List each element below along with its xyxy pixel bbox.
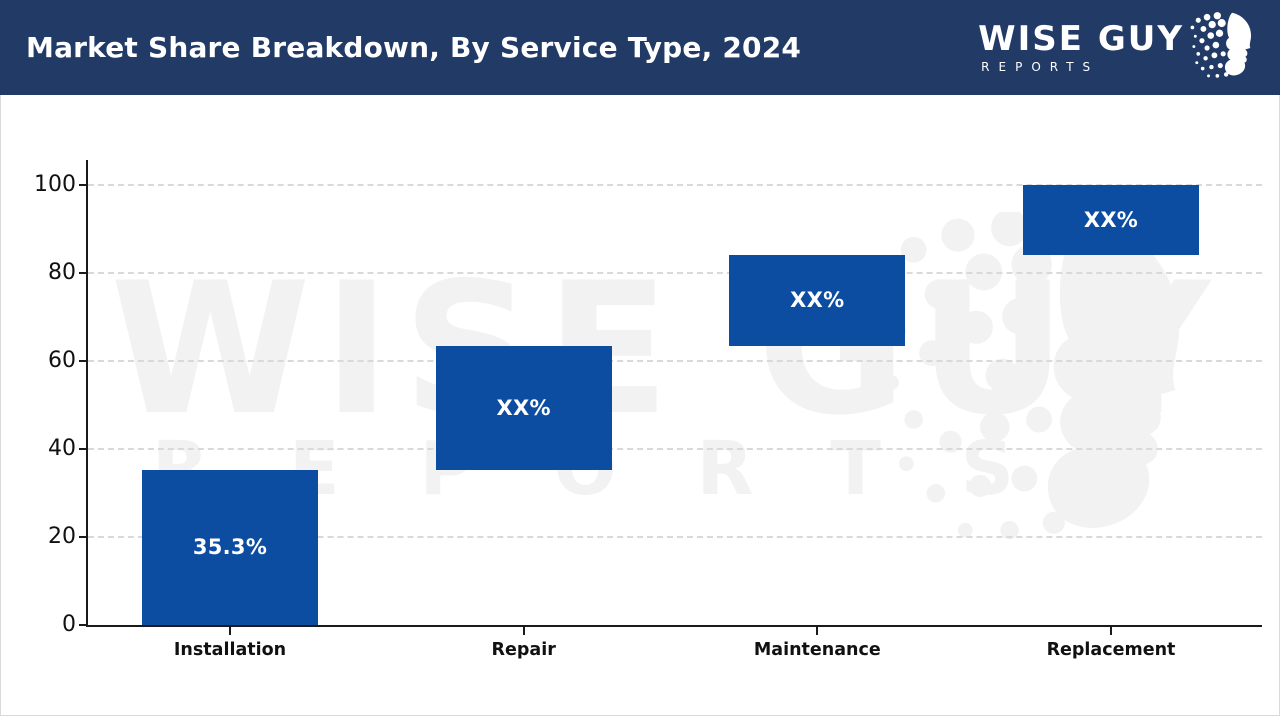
y-axis-label-80: 80 xyxy=(48,260,76,285)
gridline-20 xyxy=(88,536,1262,538)
y-tick-80 xyxy=(79,272,87,274)
gridline-80 xyxy=(88,272,1262,274)
x-tick-replacement xyxy=(1110,627,1112,635)
header-bar: Market Share Breakdown, By Service Type,… xyxy=(0,0,1280,95)
gridline-40 xyxy=(88,448,1262,450)
y-axis-label-20: 20 xyxy=(48,524,76,549)
wiseguy-logo: WISE GUY REPORTS xyxy=(978,11,1254,85)
y-tick-0 xyxy=(79,624,87,626)
gridline-60 xyxy=(88,360,1262,362)
y-tick-60 xyxy=(79,360,87,362)
bar-value-label-maintenance: XX% xyxy=(790,288,845,313)
x-tick-maintenance xyxy=(816,627,819,635)
x-axis-label-installation: Installation xyxy=(173,640,287,660)
bar-installation: 35.3% xyxy=(142,469,318,625)
bar-value-label-repair: XX% xyxy=(496,395,551,420)
y-axis-label-60: 60 xyxy=(48,348,76,373)
page-title: Market Share Breakdown, By Service Type,… xyxy=(26,31,802,64)
logo-text: WISE GUY REPORTS xyxy=(978,22,1184,74)
y-axis-label-0: 0 xyxy=(62,612,76,637)
logo-subtitle: REPORTS xyxy=(981,59,1100,74)
y-tick-100 xyxy=(79,184,87,186)
bar-value-label-installation: 35.3% xyxy=(192,535,268,560)
bar-replacement: XX% xyxy=(1023,185,1199,256)
y-axis-label-100: 100 xyxy=(34,172,76,197)
x-axis-label-maintenance: Maintenance xyxy=(753,640,881,660)
x-axis-label-repair: Repair xyxy=(491,640,556,660)
bar-value-label-replacement: XX% xyxy=(1083,208,1139,233)
x-axis-label-replacement: Replacement xyxy=(1046,640,1176,660)
y-axis-label-40: 40 xyxy=(48,436,76,461)
y-tick-20 xyxy=(79,536,87,538)
bar-maintenance: XX% xyxy=(729,255,906,346)
x-tick-repair xyxy=(522,627,525,635)
bar-repair: XX% xyxy=(435,345,612,470)
y-axis-spine xyxy=(86,160,88,627)
gridline-100 xyxy=(88,184,1262,186)
x-axis-spine xyxy=(86,625,1262,627)
logo-wordmark: WISE GUY xyxy=(978,18,1184,59)
y-tick-40 xyxy=(79,448,87,450)
x-tick-installation xyxy=(229,627,231,635)
wiseguy-face-icon xyxy=(1190,11,1252,78)
